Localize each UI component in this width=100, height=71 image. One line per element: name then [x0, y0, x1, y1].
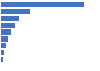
Bar — [1, 9, 30, 14]
Bar — [1, 29, 11, 35]
Bar — [1, 57, 3, 62]
Bar — [1, 43, 6, 48]
Bar — [1, 64, 2, 69]
Bar — [1, 2, 84, 7]
Bar — [1, 16, 19, 21]
Bar — [1, 23, 14, 28]
Bar — [1, 50, 4, 55]
Bar — [1, 36, 8, 42]
